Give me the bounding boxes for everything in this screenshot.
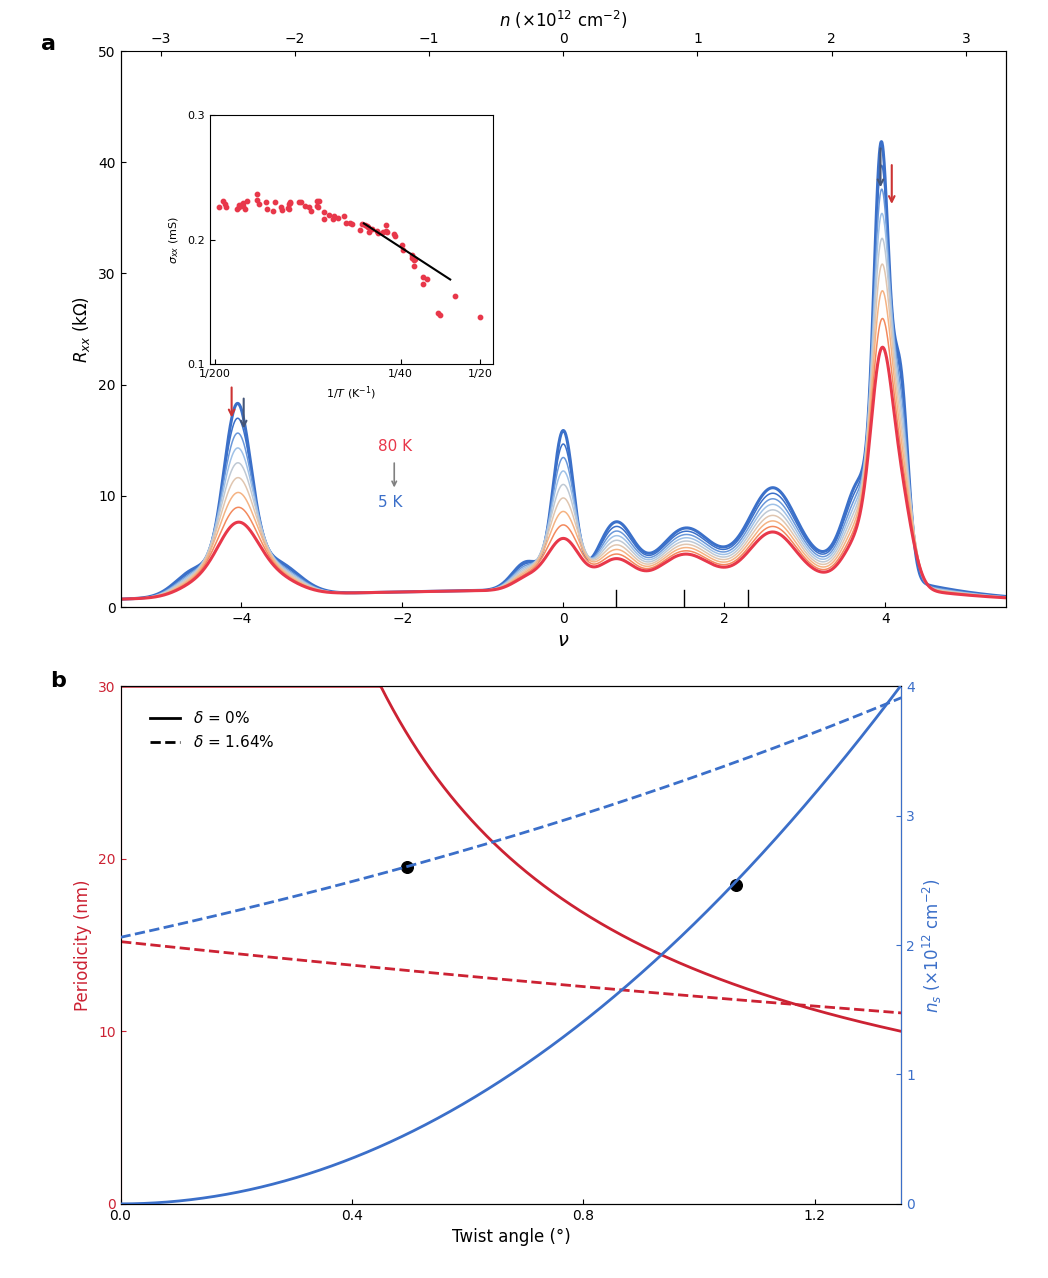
Point bbox=[395, 240, 412, 261]
X-axis label: 1/$T$ (K$^{-1}$): 1/$T$ (K$^{-1}$) bbox=[326, 385, 376, 403]
Point bbox=[415, 267, 432, 288]
Point bbox=[336, 206, 353, 226]
Point bbox=[315, 208, 332, 229]
Point bbox=[352, 220, 369, 240]
Point bbox=[250, 194, 267, 215]
Point bbox=[233, 194, 249, 215]
Point bbox=[407, 249, 423, 270]
Point bbox=[215, 190, 232, 211]
Point bbox=[406, 256, 422, 276]
Point bbox=[324, 210, 341, 230]
Point bbox=[248, 190, 265, 211]
Point bbox=[239, 190, 256, 211]
Y-axis label: Periodicity (nm): Periodicity (nm) bbox=[74, 879, 92, 1011]
Point bbox=[446, 285, 463, 305]
Point bbox=[394, 235, 411, 256]
Point bbox=[280, 198, 297, 219]
Point bbox=[403, 245, 420, 266]
Point bbox=[231, 197, 247, 217]
Point bbox=[310, 190, 327, 211]
X-axis label: $n$ ($\times$10$^{12}$ cm$^{-2}$): $n$ ($\times$10$^{12}$ cm$^{-2}$) bbox=[499, 9, 628, 31]
Point bbox=[361, 222, 377, 243]
Point bbox=[257, 192, 274, 212]
Point bbox=[231, 196, 247, 216]
Point bbox=[281, 194, 298, 215]
Y-axis label: $n_s$ ($\times$10$^{12}$ cm$^{-2}$): $n_s$ ($\times$10$^{12}$ cm$^{-2}$) bbox=[920, 878, 943, 1012]
Point bbox=[369, 221, 386, 242]
Text: b: b bbox=[50, 671, 66, 690]
Text: 5 K: 5 K bbox=[378, 495, 402, 510]
Point bbox=[258, 198, 275, 219]
Point bbox=[282, 192, 299, 212]
Point bbox=[325, 206, 342, 226]
Point bbox=[282, 193, 299, 213]
Point bbox=[310, 197, 327, 217]
X-axis label: $\nu$: $\nu$ bbox=[558, 631, 569, 651]
Point bbox=[274, 199, 290, 220]
Point bbox=[267, 192, 284, 212]
Point bbox=[378, 222, 395, 243]
Point bbox=[728, 874, 745, 895]
Point bbox=[292, 192, 309, 212]
Point bbox=[300, 197, 316, 217]
Point bbox=[430, 303, 446, 323]
Point bbox=[321, 204, 337, 225]
Point bbox=[364, 219, 380, 239]
Point bbox=[315, 202, 332, 222]
Point bbox=[387, 226, 403, 247]
Point bbox=[235, 196, 252, 216]
Point bbox=[309, 190, 326, 211]
Point bbox=[353, 213, 370, 234]
Point bbox=[472, 307, 488, 327]
Point bbox=[235, 193, 252, 213]
Text: a: a bbox=[41, 35, 56, 55]
Point bbox=[297, 196, 313, 216]
Point bbox=[272, 197, 289, 217]
Point bbox=[281, 199, 298, 220]
Point bbox=[369, 222, 386, 243]
Point bbox=[432, 304, 449, 325]
Point bbox=[303, 201, 320, 221]
Point bbox=[309, 196, 326, 216]
Point bbox=[406, 249, 422, 270]
Point bbox=[339, 213, 355, 234]
Point bbox=[377, 215, 394, 235]
Point bbox=[211, 197, 227, 217]
Point bbox=[374, 222, 391, 243]
Point bbox=[218, 197, 235, 217]
Point bbox=[358, 216, 375, 236]
Y-axis label: $\sigma_{xx}$ (mS): $\sigma_{xx}$ (mS) bbox=[168, 216, 181, 263]
Point bbox=[237, 199, 254, 220]
Point bbox=[357, 215, 374, 235]
Point bbox=[217, 193, 234, 213]
Point bbox=[386, 224, 402, 244]
Point bbox=[342, 212, 358, 233]
Legend: $\delta$ = 0%, $\delta$ = 1.64%: $\delta$ = 0%, $\delta$ = 1.64% bbox=[144, 704, 280, 757]
Point bbox=[248, 184, 265, 204]
Point bbox=[290, 192, 307, 212]
Point bbox=[264, 201, 281, 221]
Point bbox=[344, 213, 361, 234]
Point bbox=[419, 268, 436, 289]
Point bbox=[414, 273, 431, 294]
Point bbox=[228, 198, 245, 219]
Point bbox=[329, 208, 346, 229]
Point bbox=[399, 858, 416, 878]
Point bbox=[377, 221, 394, 242]
Y-axis label: $R_{xx}$ (k$\Omega$): $R_{xx}$ (k$\Omega$) bbox=[71, 295, 92, 363]
Point bbox=[405, 248, 421, 268]
Point bbox=[359, 217, 376, 238]
Text: 80 K: 80 K bbox=[378, 440, 412, 455]
X-axis label: Twist angle (°): Twist angle (°) bbox=[452, 1228, 570, 1246]
